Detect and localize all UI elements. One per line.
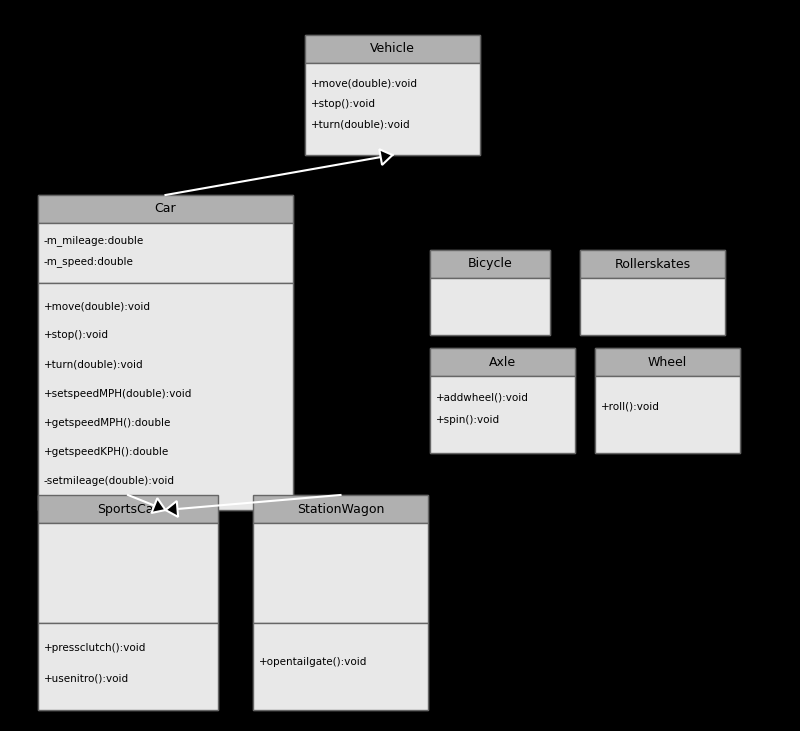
Bar [253, 495, 428, 523]
Bar [253, 623, 428, 710]
Bar [38, 495, 218, 523]
Bar [305, 35, 480, 63]
Bar [38, 195, 293, 510]
Text: +usenitro():void: +usenitro():void [44, 674, 129, 684]
Bar [580, 250, 725, 335]
Text: Car: Car [154, 202, 176, 216]
Bar [38, 195, 293, 223]
Polygon shape [151, 498, 166, 513]
Text: -setmileage(double):void: -setmileage(double):void [44, 476, 175, 486]
Bar [38, 223, 293, 283]
Bar [595, 348, 740, 376]
Polygon shape [166, 501, 178, 517]
Text: +spin():void: +spin():void [436, 415, 500, 425]
Bar [595, 348, 740, 453]
Text: +stop():void: +stop():void [311, 99, 376, 109]
Text: Axle: Axle [489, 355, 516, 368]
Bar [595, 376, 740, 453]
Bar [430, 348, 575, 376]
Text: +setspeedMPH(double):void: +setspeedMPH(double):void [44, 389, 192, 398]
Bar [38, 283, 293, 510]
Text: +turn(double):void: +turn(double):void [311, 119, 410, 129]
Text: Wheel: Wheel [648, 355, 687, 368]
Bar [38, 495, 218, 710]
Bar [430, 376, 575, 453]
Text: +move(double):void: +move(double):void [311, 78, 418, 88]
Text: +opentailgate():void: +opentailgate():void [259, 656, 367, 667]
Bar [253, 523, 428, 623]
Text: +stop():void: +stop():void [44, 330, 109, 341]
Bar [430, 348, 575, 453]
Text: +pressclutch():void: +pressclutch():void [44, 643, 146, 653]
Bar [305, 35, 480, 155]
Bar [430, 250, 550, 278]
Text: Vehicle: Vehicle [370, 42, 415, 56]
Bar [38, 623, 218, 710]
Text: StationWagon: StationWagon [297, 502, 384, 515]
Bar [305, 63, 480, 155]
Text: +roll():void: +roll():void [601, 402, 660, 412]
Text: Bicycle: Bicycle [468, 257, 512, 270]
Text: SportsCar: SportsCar [97, 502, 159, 515]
Bar [430, 278, 550, 335]
Bar [580, 250, 725, 278]
Text: Rollerskates: Rollerskates [614, 257, 690, 270]
Text: -m_mileage:double: -m_mileage:double [44, 235, 144, 246]
Polygon shape [379, 149, 393, 165]
Bar [580, 278, 725, 335]
Bar [253, 495, 428, 710]
Text: -m_speed:double: -m_speed:double [44, 256, 134, 267]
Text: +getspeedMPH():double: +getspeedMPH():double [44, 417, 171, 428]
Text: +move(double):void: +move(double):void [44, 301, 151, 311]
Bar [430, 250, 550, 335]
Text: +addwheel():void: +addwheel():void [436, 393, 529, 403]
Text: +turn(double):void: +turn(double):void [44, 360, 144, 369]
Text: +getspeedKPH():double: +getspeedKPH():double [44, 447, 170, 457]
Bar [38, 523, 218, 623]
